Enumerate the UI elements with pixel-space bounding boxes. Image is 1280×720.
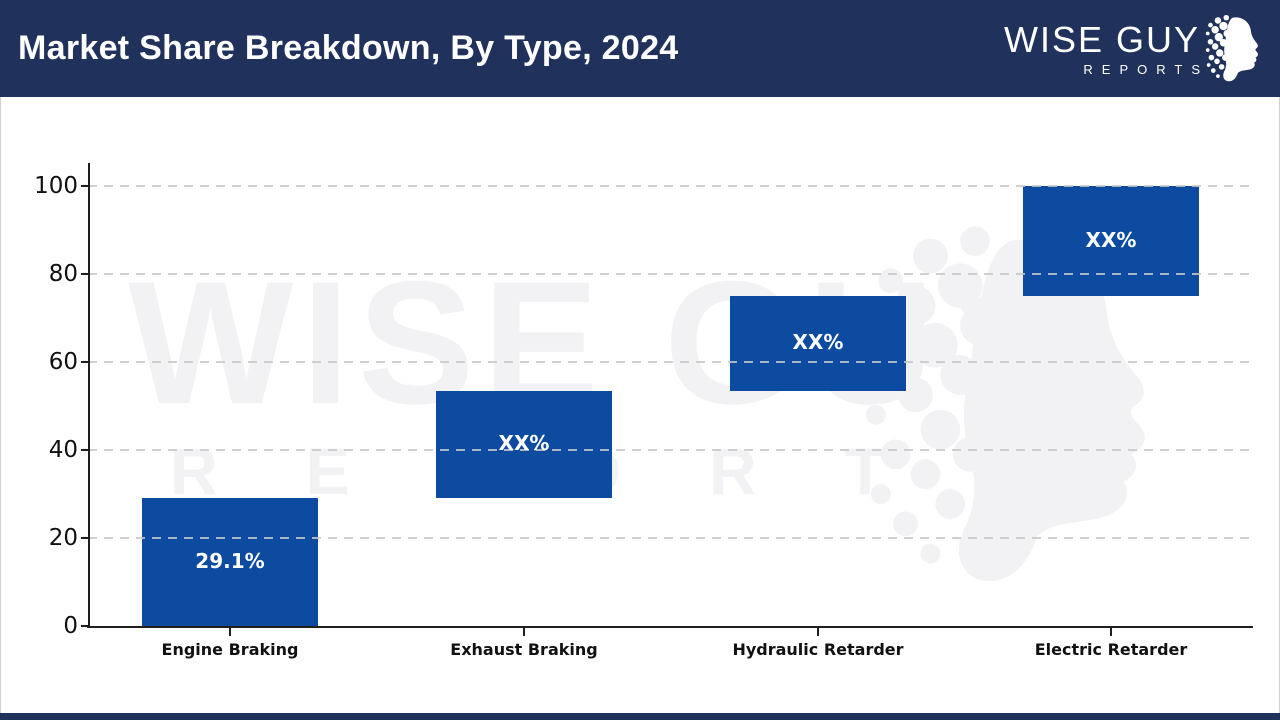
y-axis-line — [88, 163, 90, 628]
x-tick-mark — [229, 628, 231, 636]
x-category-label: Hydraulic Retarder — [732, 640, 904, 659]
footer-bar — [0, 713, 1280, 720]
brand-logo: WISE GUY REPORTS — [1004, 13, 1262, 85]
bar-engine-braking — [142, 497, 318, 626]
y-tick-mark — [81, 361, 88, 363]
page-title: Market Share Breakdown, By Type, 2024 — [18, 29, 679, 67]
x-category-label: Engine Braking — [161, 640, 299, 659]
x-tick-mark — [523, 628, 525, 636]
gridline — [88, 185, 1253, 187]
gridline — [88, 361, 1253, 363]
y-tick-mark — [81, 449, 88, 451]
y-tick-label: 20 — [48, 525, 78, 551]
bar-electric-retarder — [1023, 186, 1199, 296]
y-tick-label: 60 — [48, 349, 78, 375]
bar-value-label: XX% — [792, 330, 844, 355]
gridline — [88, 449, 1253, 451]
x-category-label: Exhaust Braking — [450, 640, 598, 659]
x-tick-mark — [1110, 628, 1112, 636]
bar-exhaust-braking — [436, 390, 612, 498]
y-tick-label: 0 — [63, 613, 78, 639]
y-tick-label: 100 — [34, 173, 78, 199]
header: Market Share Breakdown, By Type, 2024 WI… — [0, 0, 1280, 97]
y-tick-mark — [81, 537, 88, 539]
y-tick-mark — [81, 185, 88, 187]
logo-subtitle: REPORTS — [1083, 61, 1209, 77]
gridline — [88, 273, 1253, 275]
bar-value-label: 29.1% — [195, 548, 265, 573]
bar-hydraulic-retarder — [730, 296, 906, 391]
x-category-label: Electric Retarder — [1034, 640, 1188, 659]
logo-wordmark: WISE GUY — [1003, 18, 1200, 60]
logo-text: WISE GUY REPORTS — [1003, 18, 1200, 76]
x-tick-mark — [817, 628, 819, 636]
y-tick-label: 80 — [48, 261, 78, 287]
gridline — [88, 537, 1253, 539]
x-axis-line — [87, 626, 1253, 628]
y-tick-mark — [81, 625, 88, 627]
y-tick-label: 40 — [48, 437, 78, 463]
y-tick-mark — [81, 273, 88, 275]
bar-value-label: XX% — [498, 431, 550, 456]
bar-value-label: XX% — [1085, 228, 1137, 252]
